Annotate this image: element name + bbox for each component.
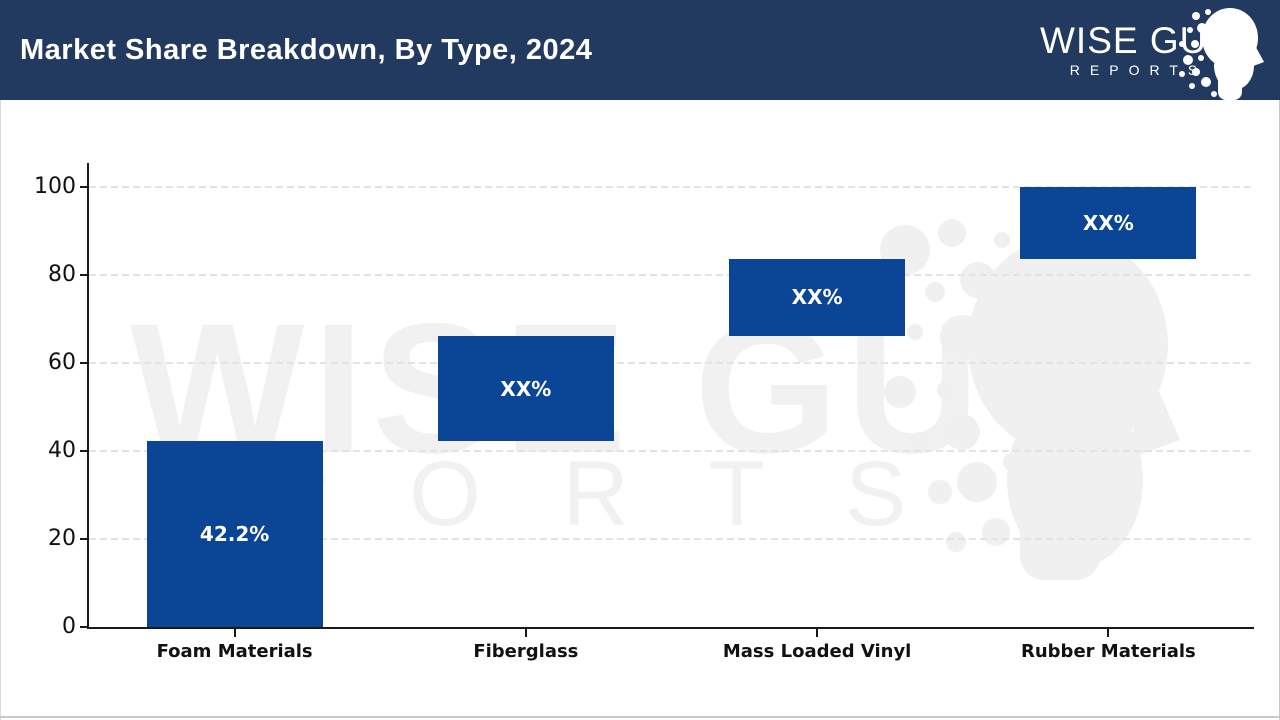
x-tick-mark-0 <box>233 629 236 637</box>
bar-value-label: XX% <box>791 285 843 310</box>
bar-mass-loaded-vinyl <box>729 259 906 336</box>
bar-value-label: 42.2% <box>199 522 270 547</box>
brand-logo: WISE GUY REPORTS <box>1012 6 1264 100</box>
page-title: Market Share Breakdown, By Type, 2024 <box>20 33 593 66</box>
header-bar: Market Share Breakdown, By Type, 2024 WI… <box>0 0 1280 100</box>
y-tick-label-20: 20 <box>48 526 76 551</box>
gridline-40 <box>89 450 1254 452</box>
y-tick-label-40: 40 <box>48 438 76 463</box>
x-category-label: Foam Materials <box>156 641 313 662</box>
bar-rubber-materials <box>1020 187 1197 260</box>
y-tick-mark-80 <box>80 274 89 276</box>
dotted-head-icon <box>1168 4 1268 104</box>
brand-subtitle: REPORTS <box>1069 62 1208 78</box>
y-tick-mark-40 <box>80 450 89 452</box>
y-tick-mark-0 <box>80 626 89 628</box>
x-tick-mark-3 <box>1107 629 1110 637</box>
y-axis-line <box>87 163 89 629</box>
gridline-20 <box>89 538 1254 540</box>
bar-value-label: XX% <box>1082 211 1134 236</box>
y-tick-label-80: 80 <box>48 262 76 287</box>
bar-value-label: XX% <box>500 376 552 401</box>
gridline-60 <box>89 362 1254 364</box>
y-tick-label-100: 100 <box>34 174 76 199</box>
y-tick-label-60: 60 <box>48 350 76 375</box>
x-axis-line <box>87 627 1254 629</box>
y-tick-mark-20 <box>80 538 89 540</box>
frame-edge-bottom <box>0 716 1280 718</box>
y-tick-mark-60 <box>80 362 89 364</box>
x-tick-mark-2 <box>816 629 819 637</box>
chart-canvas: WISE GU P O R T S 0 20 40 60 80 100 42.2% XX% XX… <box>0 100 1280 720</box>
x-category-label: Mass Loaded Vinyl <box>722 641 912 662</box>
x-category-label: Rubber Materials <box>1021 641 1196 662</box>
bar-foam-materials <box>146 441 323 627</box>
gridline-100 <box>89 186 1254 188</box>
y-tick-mark-100 <box>80 186 89 188</box>
waterfall-chart: 0 20 40 60 80 100 42.2% XX% XX% XX% Foam Materials… <box>0 100 1280 720</box>
y-tick-label-0: 0 <box>62 614 76 639</box>
bar-fiberglass <box>437 335 614 442</box>
frame-edge-left <box>0 100 1 720</box>
x-category-label: Fiberglass <box>473 641 579 662</box>
x-tick-mark-1 <box>524 629 527 637</box>
gridline-80 <box>89 274 1254 276</box>
